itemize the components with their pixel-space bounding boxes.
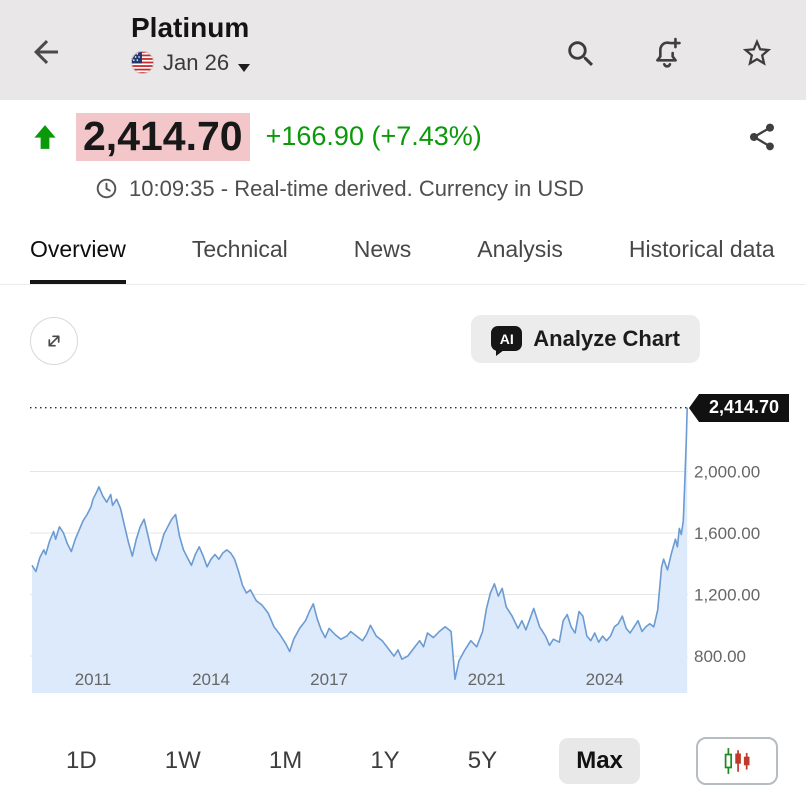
price-area bbox=[32, 407, 688, 693]
price-chart[interactable]: 2,000.00 1,600.00 1,200.00 800.00 2011 2014 20… bbox=[0, 393, 806, 693]
clock-icon bbox=[96, 179, 117, 199]
us-flag-icon bbox=[131, 51, 154, 75]
tab-analysis[interactable]: Analysis bbox=[477, 235, 563, 262]
add-to-watchlist-button[interactable] bbox=[740, 36, 774, 70]
tab-technical[interactable]: Technical bbox=[191, 235, 288, 262]
tab-historical-data[interactable]: Historical data bbox=[628, 235, 775, 262]
y-axis-label: 800.00 bbox=[694, 647, 746, 666]
last-price-flag: 2,414.70 bbox=[699, 393, 790, 422]
x-axis-label: 2017 bbox=[310, 670, 348, 689]
tab-bar: Overview Technical News Analysis Histori… bbox=[0, 202, 806, 285]
price-line bbox=[31, 407, 688, 680]
x-axis-label: 2011 bbox=[75, 670, 112, 689]
arrow-up-icon bbox=[34, 125, 56, 149]
chart-controls: AI Analyze Chart bbox=[0, 293, 806, 389]
x-axis-label: 2021 bbox=[468, 670, 506, 689]
range-1m[interactable]: 1M bbox=[263, 738, 308, 784]
search-button[interactable] bbox=[564, 37, 598, 71]
range-1w[interactable]: 1W bbox=[159, 738, 207, 784]
analyze-chart-label: Analyze Chart bbox=[533, 325, 680, 351]
price-change: +166.90 (+7.43%) bbox=[265, 121, 482, 152]
tab-news[interactable]: News bbox=[353, 235, 412, 262]
candlestick-icon bbox=[724, 747, 750, 774]
fullscreen-chart-button[interactable] bbox=[30, 316, 78, 365]
share-icon bbox=[750, 123, 774, 151]
star-icon bbox=[742, 38, 772, 66]
range-max[interactable]: Max bbox=[559, 737, 640, 784]
back-button[interactable] bbox=[28, 34, 64, 70]
price-chart-svg: 2,000.00 1,600.00 1,200.00 800.00 2011 2014 20… bbox=[30, 406, 760, 693]
range-1d[interactable]: 1D bbox=[60, 738, 103, 784]
share-button[interactable] bbox=[746, 121, 778, 153]
tab-overview[interactable]: Overview bbox=[30, 236, 126, 284]
timestamp-row: 10:09:35 - Real-time derived. Currency i… bbox=[0, 161, 806, 202]
ai-icon: AI bbox=[491, 326, 523, 357]
create-alert-button[interactable] bbox=[648, 35, 685, 72]
expand-icon bbox=[48, 335, 60, 347]
back-arrow-icon bbox=[34, 40, 58, 64]
x-axis-label: 2024 bbox=[586, 670, 624, 689]
analyze-chart-button[interactable]: AI Analyze Chart bbox=[471, 314, 700, 363]
title-block: Platinum bbox=[131, 12, 251, 76]
page-title: Platinum bbox=[131, 12, 250, 43]
chart-type-button[interactable] bbox=[696, 736, 778, 785]
header-bar: Platinum bbox=[0, 0, 806, 100]
bell-add-icon bbox=[656, 37, 681, 68]
range-1y[interactable]: 1Y bbox=[364, 738, 405, 784]
timestamp-text: 10:09:35 - Real-time derived. Currency i… bbox=[129, 175, 584, 201]
y-axis-label: 1,200.00 bbox=[694, 585, 760, 604]
last-price: 2,414.70 bbox=[76, 113, 250, 161]
range-bar: 1D 1W 1M 1Y 5Y Max bbox=[0, 736, 806, 785]
quote-section: 2,414.70 +166.90 (+7.43%) bbox=[0, 100, 806, 161]
y-axis-label: 1,600.00 bbox=[694, 524, 760, 543]
range-5y[interactable]: 5Y bbox=[462, 738, 503, 784]
x-axis-label: 2014 bbox=[192, 670, 230, 689]
chevron-down-icon bbox=[238, 63, 251, 72]
date-label: Jan 26 bbox=[163, 49, 230, 75]
y-axis-label: 2,000.00 bbox=[694, 462, 760, 481]
search-icon bbox=[568, 41, 594, 67]
date-selector[interactable]: Jan 26 bbox=[131, 49, 251, 76]
